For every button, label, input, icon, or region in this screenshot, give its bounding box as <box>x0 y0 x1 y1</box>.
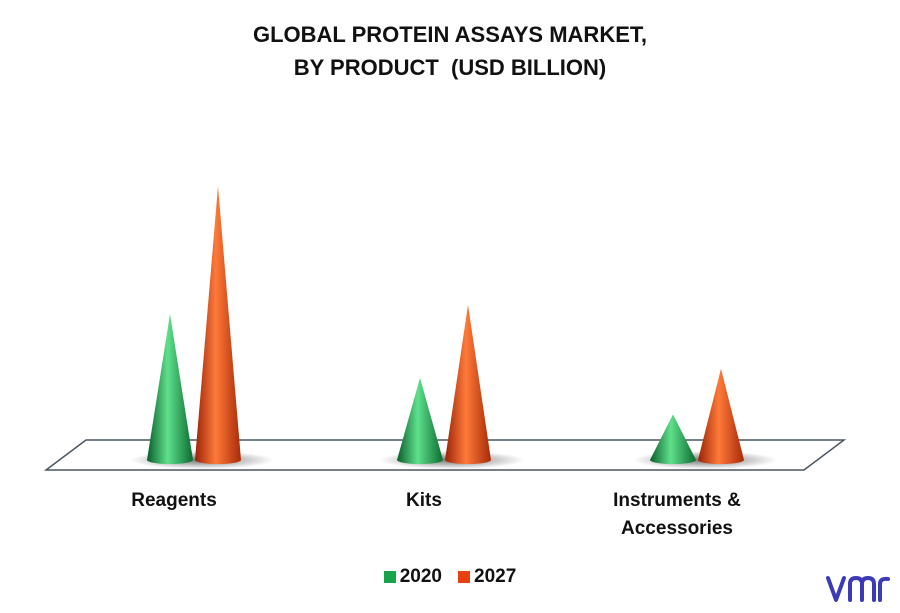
chart-title-line1: GLOBAL PROTEIN ASSAYS MARKET, <box>252 22 647 47</box>
legend-label-2027: 2027 <box>474 566 517 587</box>
legend-swatch-2020 <box>383 571 396 583</box>
legend-item-2020: 2020 <box>383 566 442 588</box>
cone-body <box>650 414 696 464</box>
legend-item-2027: 2027 <box>458 566 516 588</box>
legend: 2020 2027 <box>0 566 900 588</box>
cone-body <box>147 314 193 464</box>
cone-2020-0 <box>147 314 193 464</box>
chart-title: GLOBAL PROTEIN ASSAYS MARKET, BY PRODUCT… <box>0 18 900 84</box>
cone-body <box>195 186 241 464</box>
cone-body <box>445 304 491 464</box>
category-label-1: Kits <box>406 490 442 511</box>
legend-swatch-2027 <box>458 571 470 583</box>
vmr-logo-icon <box>826 575 890 602</box>
cone-chart: Reagents Kits Instruments & Accessories <box>43 186 847 539</box>
cone-2027-2 <box>698 368 744 464</box>
cone-2027-0 <box>195 186 241 464</box>
category-label-2: Instruments & Accessories <box>613 490 741 539</box>
legend-label-2020: 2020 <box>399 566 442 587</box>
cone-2027-1 <box>445 304 491 464</box>
cone-2020-1 <box>397 377 443 464</box>
chart-title-line2: BY PRODUCT (USD BILLION) <box>293 55 607 80</box>
cone-2020-2 <box>650 414 696 464</box>
cone-body <box>397 377 443 464</box>
cone-body <box>698 368 744 464</box>
category-label-0: Reagents <box>131 490 217 511</box>
